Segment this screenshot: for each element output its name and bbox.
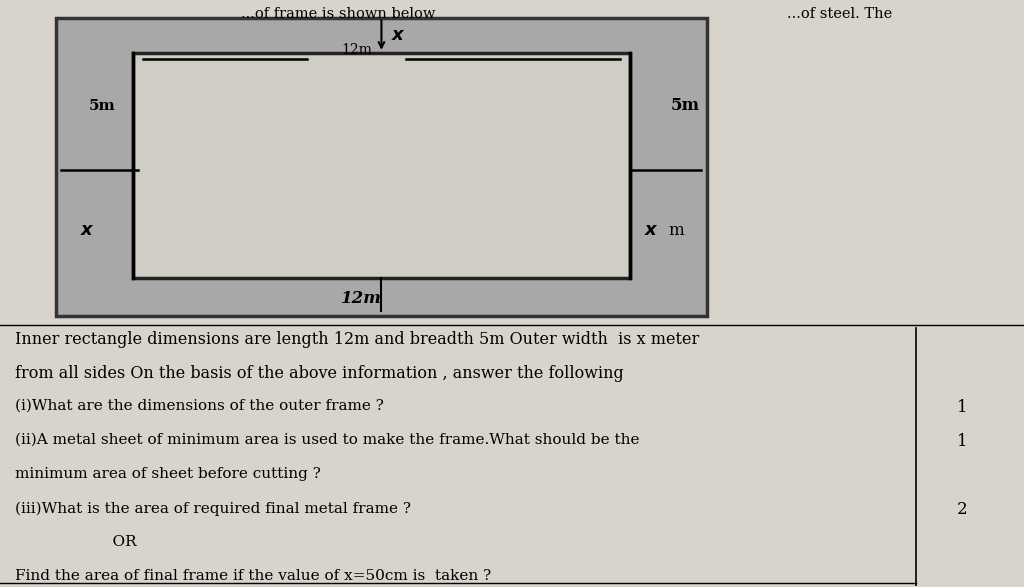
- Text: x: x: [645, 221, 656, 239]
- Text: 2: 2: [957, 501, 968, 518]
- Text: m: m: [669, 222, 684, 238]
- Text: 1: 1: [957, 399, 968, 416]
- Text: Inner rectangle dimensions are length 12m and breadth 5m Outer width  is x meter: Inner rectangle dimensions are length 12…: [15, 331, 699, 348]
- Text: (iii)What is the area of required final metal frame ?: (iii)What is the area of required final …: [15, 501, 412, 515]
- Text: 1: 1: [957, 433, 968, 450]
- Text: 5m: 5m: [671, 97, 699, 114]
- Text: OR: OR: [15, 535, 137, 549]
- Bar: [133, 53, 630, 278]
- Text: ...of steel. The: ...of steel. The: [787, 7, 892, 21]
- Text: 12m: 12m: [341, 290, 381, 307]
- Text: (i)What are the dimensions of the outer frame ?: (i)What are the dimensions of the outer …: [15, 399, 384, 413]
- Text: (ii)A metal sheet of minimum area is used to make the frame.What should be the: (ii)A metal sheet of minimum area is use…: [15, 433, 640, 447]
- Text: minimum area of sheet before cutting ?: minimum area of sheet before cutting ?: [15, 467, 322, 481]
- Text: x: x: [81, 221, 93, 239]
- Text: x: x: [391, 26, 403, 44]
- Text: from all sides On the basis of the above information , answer the following: from all sides On the basis of the above…: [15, 365, 624, 382]
- Text: 5m: 5m: [89, 99, 116, 113]
- Text: Find the area of final frame if the value of x=50cm is  taken ?: Find the area of final frame if the valu…: [15, 569, 492, 583]
- Text: ...of frame is shown below: ...of frame is shown below: [241, 7, 435, 21]
- Bar: [56, 18, 707, 316]
- Text: 12m: 12m: [341, 43, 372, 57]
